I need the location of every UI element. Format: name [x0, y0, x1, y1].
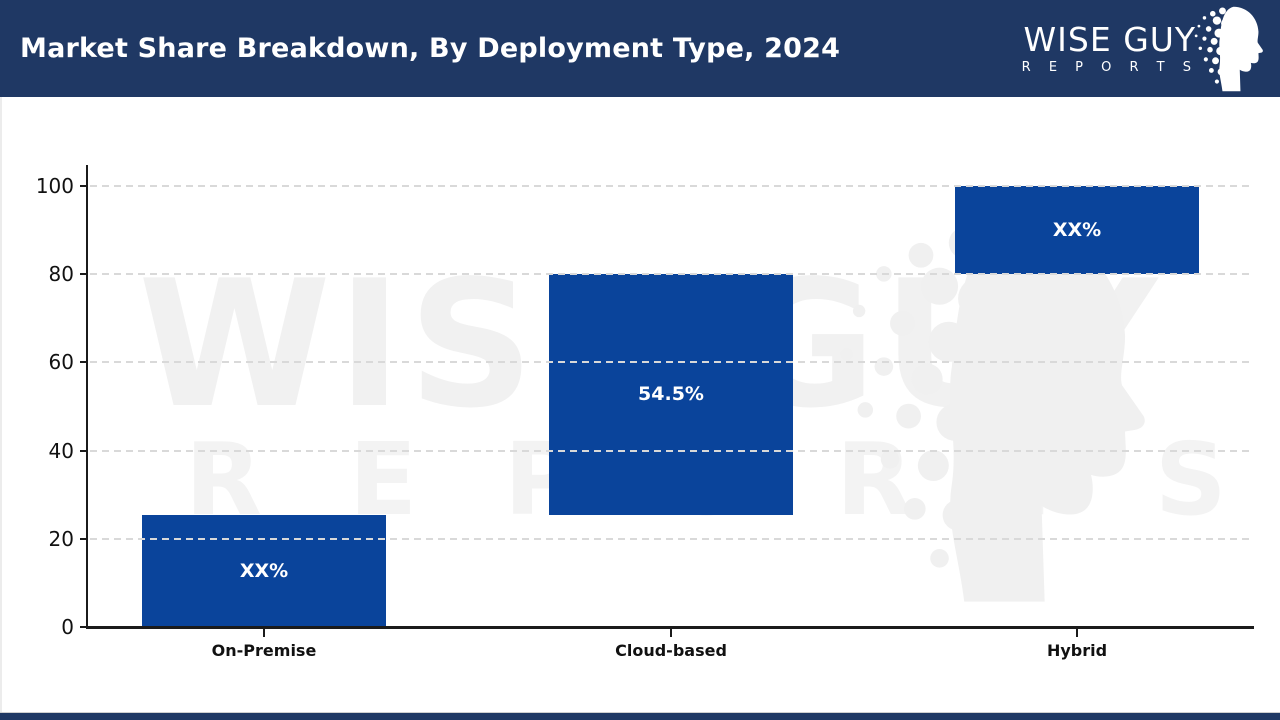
logo-name: WISE GUY [1023, 20, 1197, 60]
x-category-label-on-premise: On-Premise [211, 641, 317, 660]
gridline-80 [90, 273, 1254, 276]
y-tick-label-20: 20 [48, 526, 74, 551]
y-tick-label-80: 80 [48, 262, 74, 287]
y-tick-mark-80 [80, 273, 88, 276]
bar-on-premise [142, 514, 386, 627]
y-tick-mark-60 [80, 361, 88, 364]
logo-wordmark: WISE GUY R E P O R T S [1021, 20, 1198, 75]
x-tick-mark-hybrid [1076, 629, 1078, 637]
y-tick-mark-40 [80, 449, 88, 452]
x-axis-line [86, 626, 1254, 629]
y-axis-line [86, 165, 88, 629]
x-category-label-hybrid: Hybrid [1046, 641, 1108, 660]
gridline-20 [90, 537, 1254, 540]
y-tick-label-0: 0 [61, 615, 74, 639]
y-tick-mark-20 [80, 537, 88, 540]
footer-bar [0, 713, 1280, 720]
y-tick-label-40: 40 [48, 438, 74, 463]
x-tick-mark-on-premise [263, 629, 265, 637]
logo-subname: R E P O R T S [1021, 59, 1198, 75]
gridline-40 [90, 449, 1254, 452]
gridline-60 [90, 361, 1254, 364]
header-bar: Market Share Breakdown, By Deployment Ty… [0, 0, 1280, 97]
left-edge-border [0, 97, 2, 713]
bar-cloud-based [549, 274, 793, 515]
bar-hybrid [955, 186, 1199, 275]
bar-value-label-on-premise: XX% [239, 559, 289, 582]
y-tick-label-100: 100 [35, 174, 74, 198]
footer-divider [0, 712, 1280, 713]
x-category-label-cloud-based: Cloud-based [615, 641, 727, 660]
y-tick-mark-0 [80, 626, 88, 628]
gridline-100 [90, 185, 1254, 187]
x-tick-mark-cloud-based [670, 629, 672, 637]
y-tick-mark-100 [80, 185, 88, 187]
wise-guy-logo: WISE GUY R E P O R T S [1022, 4, 1280, 94]
y-tick-label-60: 60 [48, 350, 74, 375]
bar-value-label-cloud-based: 54.5% [638, 383, 704, 406]
bar-value-label-hybrid: XX% [1052, 219, 1102, 242]
page-title: Market Share Breakdown, By Deployment Ty… [20, 33, 841, 64]
